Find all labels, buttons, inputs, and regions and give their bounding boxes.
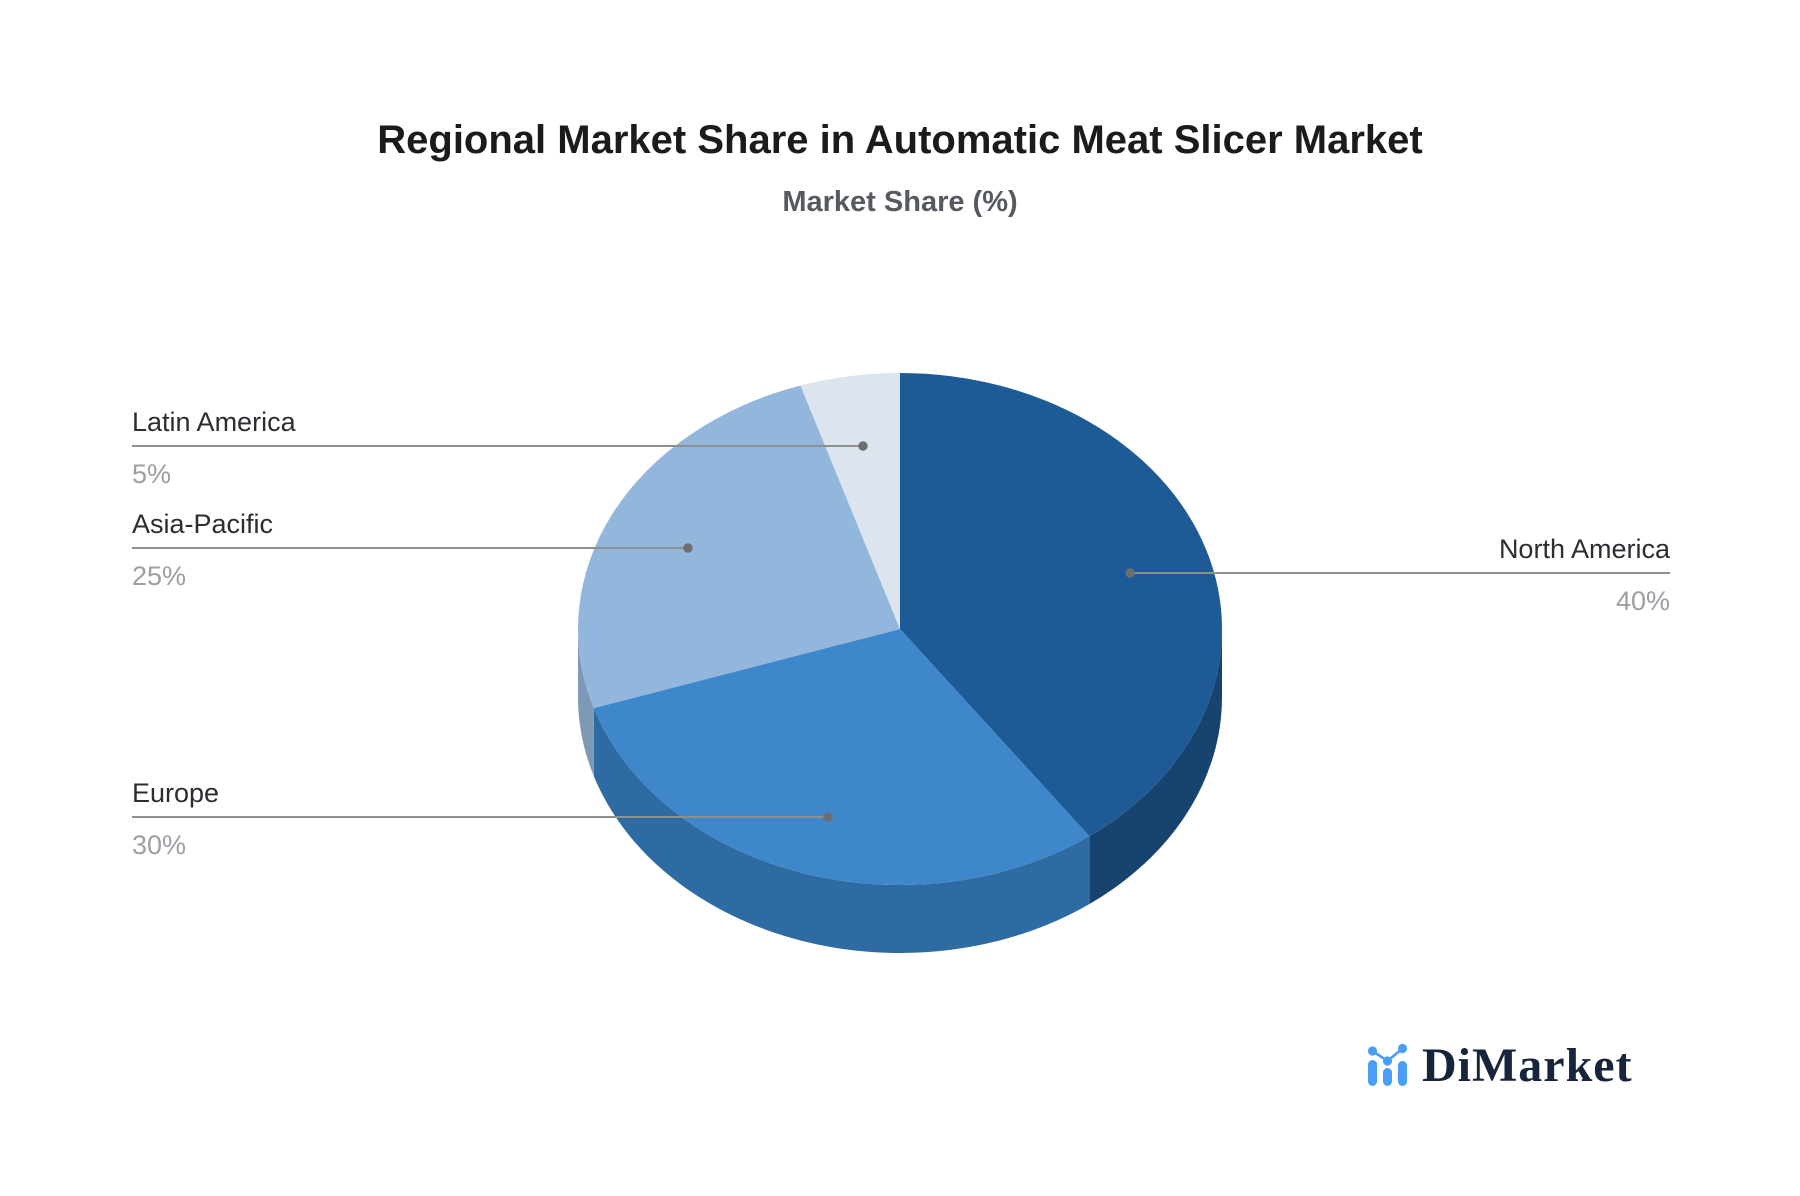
pie-slice-side-north-america [1089,629,1222,905]
callout-north-america: North America [1499,533,1670,565]
callout-label-north-america: North America [1498,534,1670,564]
bar-chart-logo-icon [1367,1044,1408,1086]
callout-value-asia-pacific: 25% [132,561,187,591]
pie-3d-sides [578,629,1222,953]
pie-slice-europe[interactable] [593,629,1090,885]
callout-latin-america: Latin America [132,406,296,438]
pie-slice-north-america[interactable] [900,373,1223,837]
chart-subtitle: Market Share (%) [782,186,1018,218]
leader-dot-asia-pacific [683,543,693,553]
callout-asia-pacific-value: 25% [132,560,186,592]
callout-north-america-value: 40% [1616,585,1670,617]
chart-title: Regional Market Share in Automatic Meat … [377,118,1423,162]
callout-europe-value: 30% [132,829,186,861]
pie-slice-latin-america[interactable] [800,373,901,629]
callout-label-europe: Europe [132,778,220,808]
leader-dot-north-america [1125,568,1135,578]
pie-slice-asia-pacific[interactable] [578,385,900,709]
leader-dot-europe [823,812,833,822]
callout-europe: Europe [132,777,219,809]
callout-value-europe: 30% [132,830,187,860]
callout-value-north-america: 40% [1615,586,1670,616]
leader-dot-latin-america [858,441,868,451]
brand-name: DiMarket [1422,1039,1633,1092]
callout-label-latin-america: Latin America [132,407,296,437]
callout-value-latin-america: 5% [132,459,172,489]
callout-lines [132,441,1670,822]
callout-latin-america-value: 5% [132,458,171,490]
callout-asia-pacific: Asia-Pacific [132,508,273,540]
pie-slices [578,373,1223,885]
dimarket-logo: DiMarket [1367,1042,1633,1090]
pie-slice-side-asia-pacific [578,629,594,777]
callout-label-asia-pacific: Asia-Pacific [132,509,274,539]
pie-slice-side-europe [593,708,1090,953]
